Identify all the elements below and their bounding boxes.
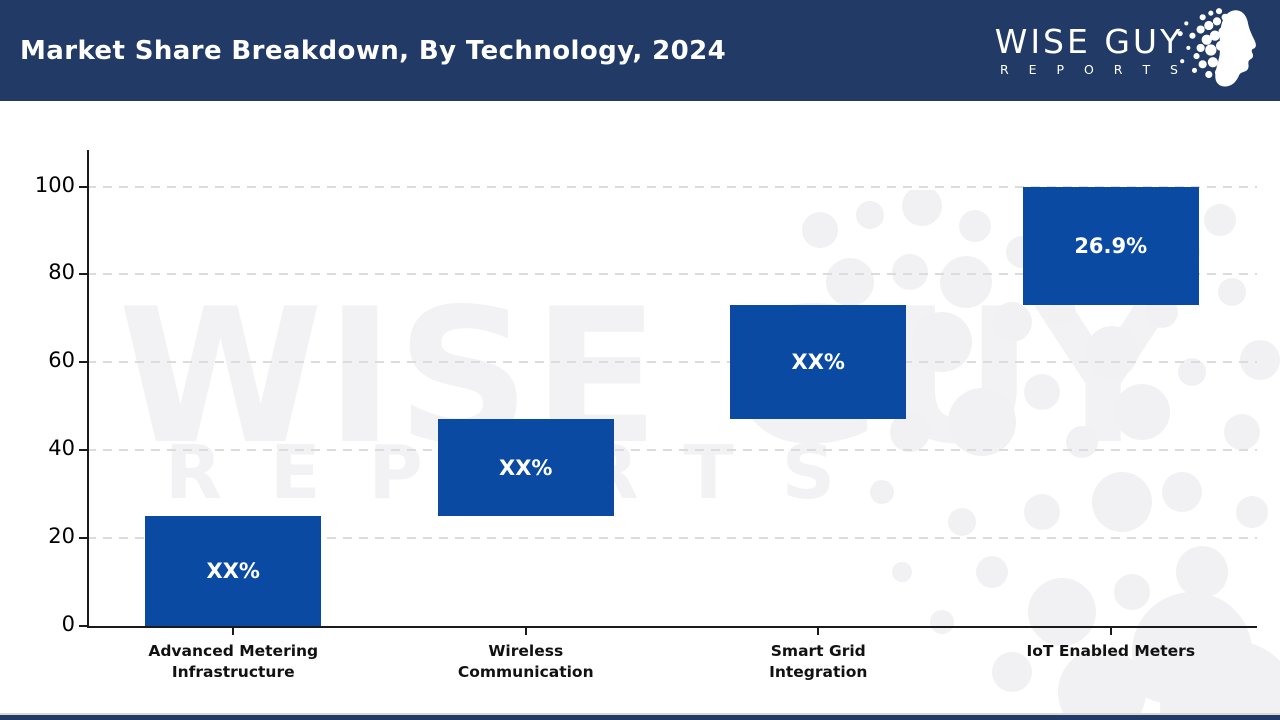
bar-advanced-metering-infrastructure: XX% <box>145 516 322 626</box>
category-label-iot-enabled-meters: IoT Enabled Meters <box>1026 642 1196 660</box>
footer-hairline <box>0 713 1280 715</box>
y-tick-label-80: 80 <box>48 260 75 285</box>
x-axis-line <box>87 626 1257 628</box>
x-tick-3 <box>817 628 820 635</box>
category-label-wireless-communication: Wireless Communication <box>457 642 594 681</box>
gridline-y-40 <box>87 449 1257 452</box>
y-tick-80 <box>79 273 87 276</box>
gridline-y-20 <box>87 537 1257 540</box>
x-tick-2 <box>524 628 527 635</box>
category-label-smart-grid-integration: Smart Grid Integration <box>769 642 868 681</box>
bar-value-label: XX% <box>499 455 553 480</box>
bar-value-label: XX% <box>791 350 845 375</box>
bar-value-label: XX% <box>206 559 260 584</box>
logo-face-icon <box>1177 7 1256 87</box>
y-tick-label-100: 100 <box>34 172 75 197</box>
bar-iot-enabled-meters: 26.9% <box>1022 186 1199 305</box>
footer-band <box>0 715 1280 720</box>
y-tick-label-60: 60 <box>48 348 75 373</box>
y-axis-line <box>87 150 89 628</box>
wise-guy-reports-logo: WISE GUY R E P O R T S <box>992 5 1264 97</box>
y-tick-20 <box>79 537 87 540</box>
y-tick-label-20: 20 <box>48 524 75 549</box>
y-tick-60 <box>79 361 87 364</box>
y-tick-label-40: 40 <box>48 436 75 461</box>
y-tick-label-0: 0 <box>61 612 75 636</box>
bar-wireless-communication: XX% <box>437 419 614 517</box>
gridline-y-60 <box>87 361 1257 364</box>
category-label-advanced-metering-infrastructure: Advanced Metering Infrastructure <box>148 642 319 681</box>
logo-subtitle: R E P O R T S <box>999 61 1186 77</box>
gridline-y-100 <box>87 185 1257 188</box>
bar-value-label: 26.9% <box>1074 233 1148 258</box>
watermark-face-dots <box>802 190 1280 720</box>
header-bar: Market Share Breakdown, By Technology, 2… <box>0 0 1280 101</box>
gridline-y-80 <box>87 273 1257 276</box>
x-tick-1 <box>232 628 235 635</box>
y-tick-0 <box>79 625 87 627</box>
logo-wordmark: WISE GUY <box>994 21 1184 61</box>
x-tick-4 <box>1109 628 1112 635</box>
y-tick-40 <box>79 449 87 452</box>
bar-smart-grid-integration: XX% <box>730 304 907 420</box>
y-tick-100 <box>79 185 87 188</box>
page-title: Market Share Breakdown, By Technology, 2… <box>20 35 727 66</box>
